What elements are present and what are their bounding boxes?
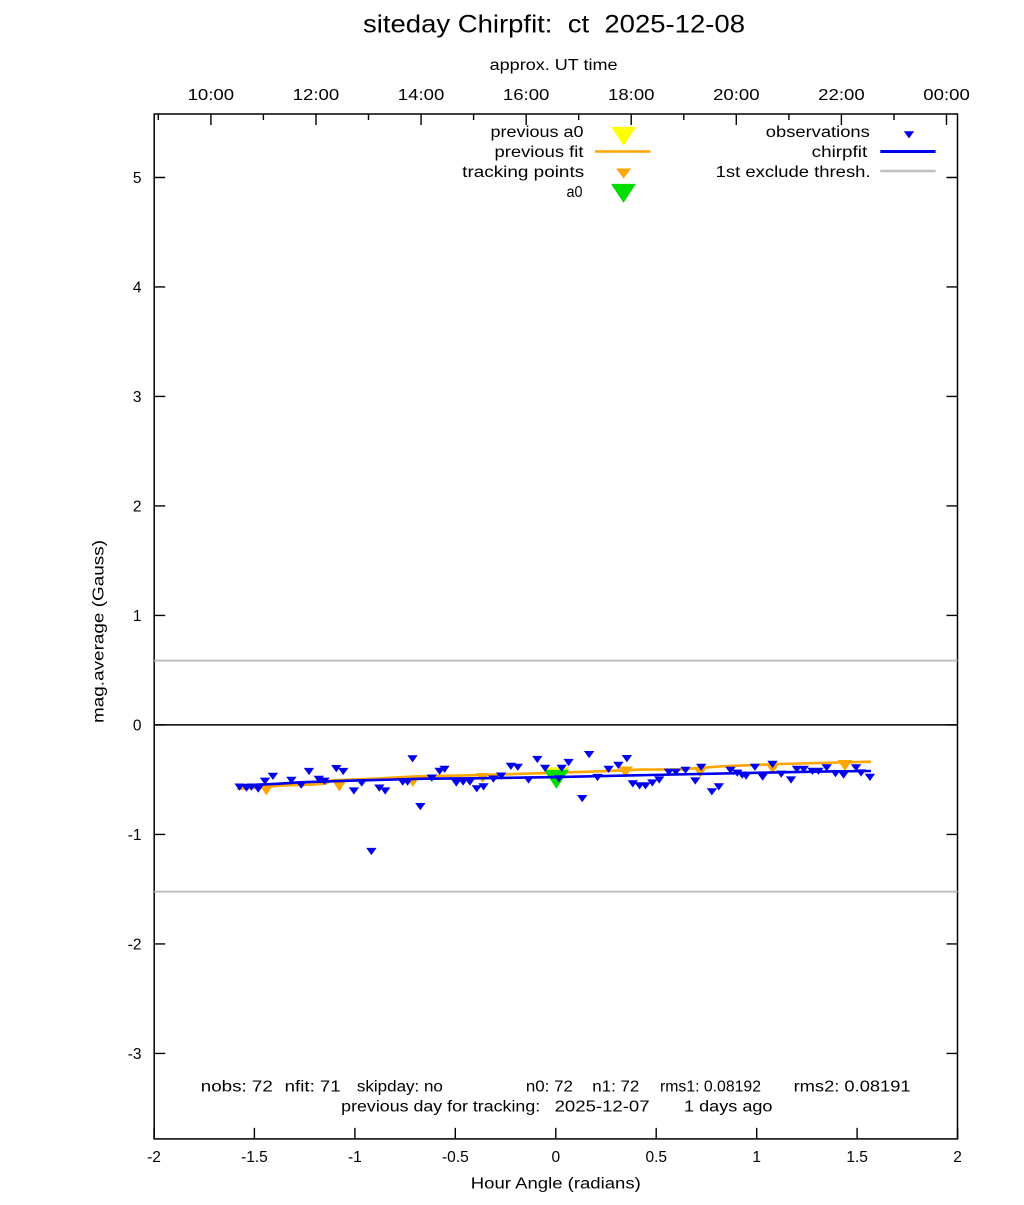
svg-text:1st exclude thresh.: 1st exclude thresh. [716, 164, 871, 181]
svg-text:-2: -2 [128, 936, 142, 953]
svg-text:1 days ago: 1 days ago [684, 1099, 773, 1116]
svg-text:2025-12-07: 2025-12-07 [555, 1099, 650, 1116]
svg-text:Hour Angle (radians): Hour Angle (radians) [471, 1176, 641, 1193]
svg-text:12:00: 12:00 [293, 87, 340, 104]
svg-text:16:00: 16:00 [503, 87, 550, 104]
svg-text:-0.5: -0.5 [442, 1149, 469, 1166]
svg-text:previous a0: previous a0 [491, 124, 584, 141]
svg-text:siteday Chirpfit: ct 2025-12: siteday Chirpfit: ct 2025-12-08 [363, 11, 745, 39]
svg-text:0: 0 [133, 717, 142, 734]
svg-text:mag.average (Gauss): mag.average (Gauss) [91, 540, 108, 723]
svg-text:n1: 72: n1: 72 [592, 1078, 639, 1095]
svg-text:0: 0 [551, 1149, 560, 1166]
svg-text:-1: -1 [348, 1149, 362, 1166]
svg-text:18:00: 18:00 [608, 87, 655, 104]
svg-text:rms1: 0.08192: rms1: 0.08192 [660, 1078, 761, 1095]
svg-text:-1: -1 [128, 827, 142, 844]
svg-text:previous fit: previous fit [495, 144, 585, 161]
svg-text:2: 2 [953, 1149, 962, 1166]
svg-text:10:00: 10:00 [188, 87, 235, 104]
svg-text:approx. UT time: approx. UT time [490, 57, 618, 74]
svg-text:a0: a0 [567, 184, 583, 201]
svg-text:rms2: 0.08191: rms2: 0.08191 [794, 1078, 911, 1095]
svg-text:2: 2 [133, 498, 142, 515]
svg-text:n0: 72: n0: 72 [526, 1078, 573, 1095]
svg-text:nfit: 71: nfit: 71 [285, 1078, 341, 1095]
svg-text:00:00: 00:00 [923, 87, 970, 104]
svg-text:1.5: 1.5 [846, 1149, 868, 1166]
svg-text:-1.5: -1.5 [241, 1149, 268, 1166]
svg-text:previous day for tracking:: previous day for tracking: [341, 1099, 540, 1116]
svg-text:chirpfit: chirpfit [812, 144, 868, 161]
svg-text:-2: -2 [147, 1149, 161, 1166]
svg-text:skipday: no: skipday: no [357, 1078, 443, 1095]
svg-text:1: 1 [133, 608, 142, 625]
svg-text:tracking points: tracking points [462, 164, 584, 181]
svg-text:14:00: 14:00 [398, 87, 445, 104]
svg-text:nobs: 72: nobs: 72 [201, 1078, 273, 1095]
svg-text:20:00: 20:00 [713, 87, 760, 104]
svg-text:4: 4 [133, 279, 142, 296]
svg-text:3: 3 [133, 389, 142, 406]
svg-text:5: 5 [133, 170, 142, 187]
svg-text:0.5: 0.5 [645, 1149, 667, 1166]
svg-text:observations: observations [766, 124, 870, 141]
svg-text:1: 1 [752, 1149, 761, 1166]
svg-text:-3: -3 [128, 1046, 142, 1063]
svg-text:22:00: 22:00 [818, 87, 865, 104]
